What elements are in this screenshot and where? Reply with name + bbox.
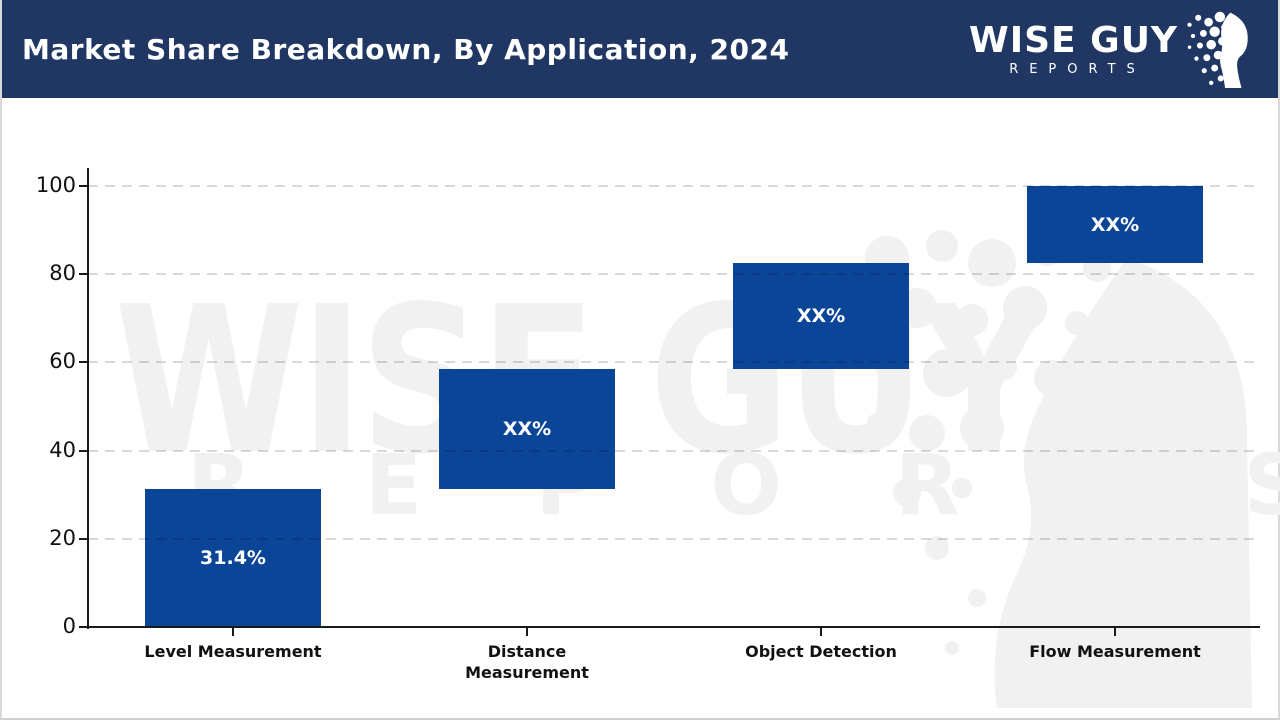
brand-name: WISE GUY <box>968 19 1178 61</box>
bar-value-label: 31.4% <box>200 546 266 569</box>
horizontal-gridline <box>88 537 1260 540</box>
dotted-head-watermark-icon <box>855 230 1252 708</box>
y-tick-label: 100 <box>35 173 76 197</box>
bar-segment: XX% <box>733 263 909 369</box>
x-axis-line <box>87 626 1260 628</box>
bar-segment: 31.4% <box>145 488 321 627</box>
y-tick-label: 40 <box>49 437 76 462</box>
y-tick-mark <box>79 361 87 364</box>
chart-area: WISE GUY R E P O R T S <box>2 98 1280 720</box>
y-tick-mark <box>79 273 87 276</box>
horizontal-gridline <box>88 361 1260 364</box>
x-category-label: Distance Measurement <box>465 642 589 682</box>
x-category-label: Object Detection <box>745 642 897 661</box>
y-tick-label: 0 <box>62 614 76 638</box>
bar-value-label: XX% <box>502 417 552 440</box>
x-category-label: Flow Measurement <box>1029 642 1201 661</box>
y-axis-line <box>87 168 89 629</box>
bar-value-label: XX% <box>796 304 846 327</box>
bar-segment: XX% <box>439 368 615 489</box>
bar-segment: XX% <box>1027 186 1203 264</box>
dotted-face-profile-icon <box>1187 11 1248 89</box>
x-tick-mark <box>232 628 234 636</box>
horizontal-gridline <box>88 449 1260 452</box>
brand-subname: REPORTS <box>1009 61 1146 77</box>
brand-wordmark: WISE GUY REPORTS <box>968 19 1178 77</box>
y-tick-label: 80 <box>49 261 76 286</box>
y-tick-label: 60 <box>49 349 76 374</box>
y-tick-label: 20 <box>49 525 76 550</box>
y-tick-mark <box>79 449 87 452</box>
y-tick-mark <box>79 537 87 540</box>
x-tick-mark <box>820 628 822 636</box>
x-tick-mark <box>1114 628 1116 636</box>
y-tick-mark <box>79 185 87 187</box>
horizontal-gridline <box>88 273 1260 276</box>
y-tick-mark <box>79 626 87 628</box>
brand-logo: WISE GUY REPORTS <box>969 7 1258 91</box>
x-tick-mark <box>526 628 528 636</box>
header: Market Share Breakdown, By Application, … <box>2 0 1278 98</box>
bar-value-label: XX% <box>1090 213 1140 236</box>
horizontal-gridline <box>88 185 1260 187</box>
page-title: Market Share Breakdown, By Application, … <box>22 32 790 66</box>
x-category-label: Level Measurement <box>144 642 322 661</box>
